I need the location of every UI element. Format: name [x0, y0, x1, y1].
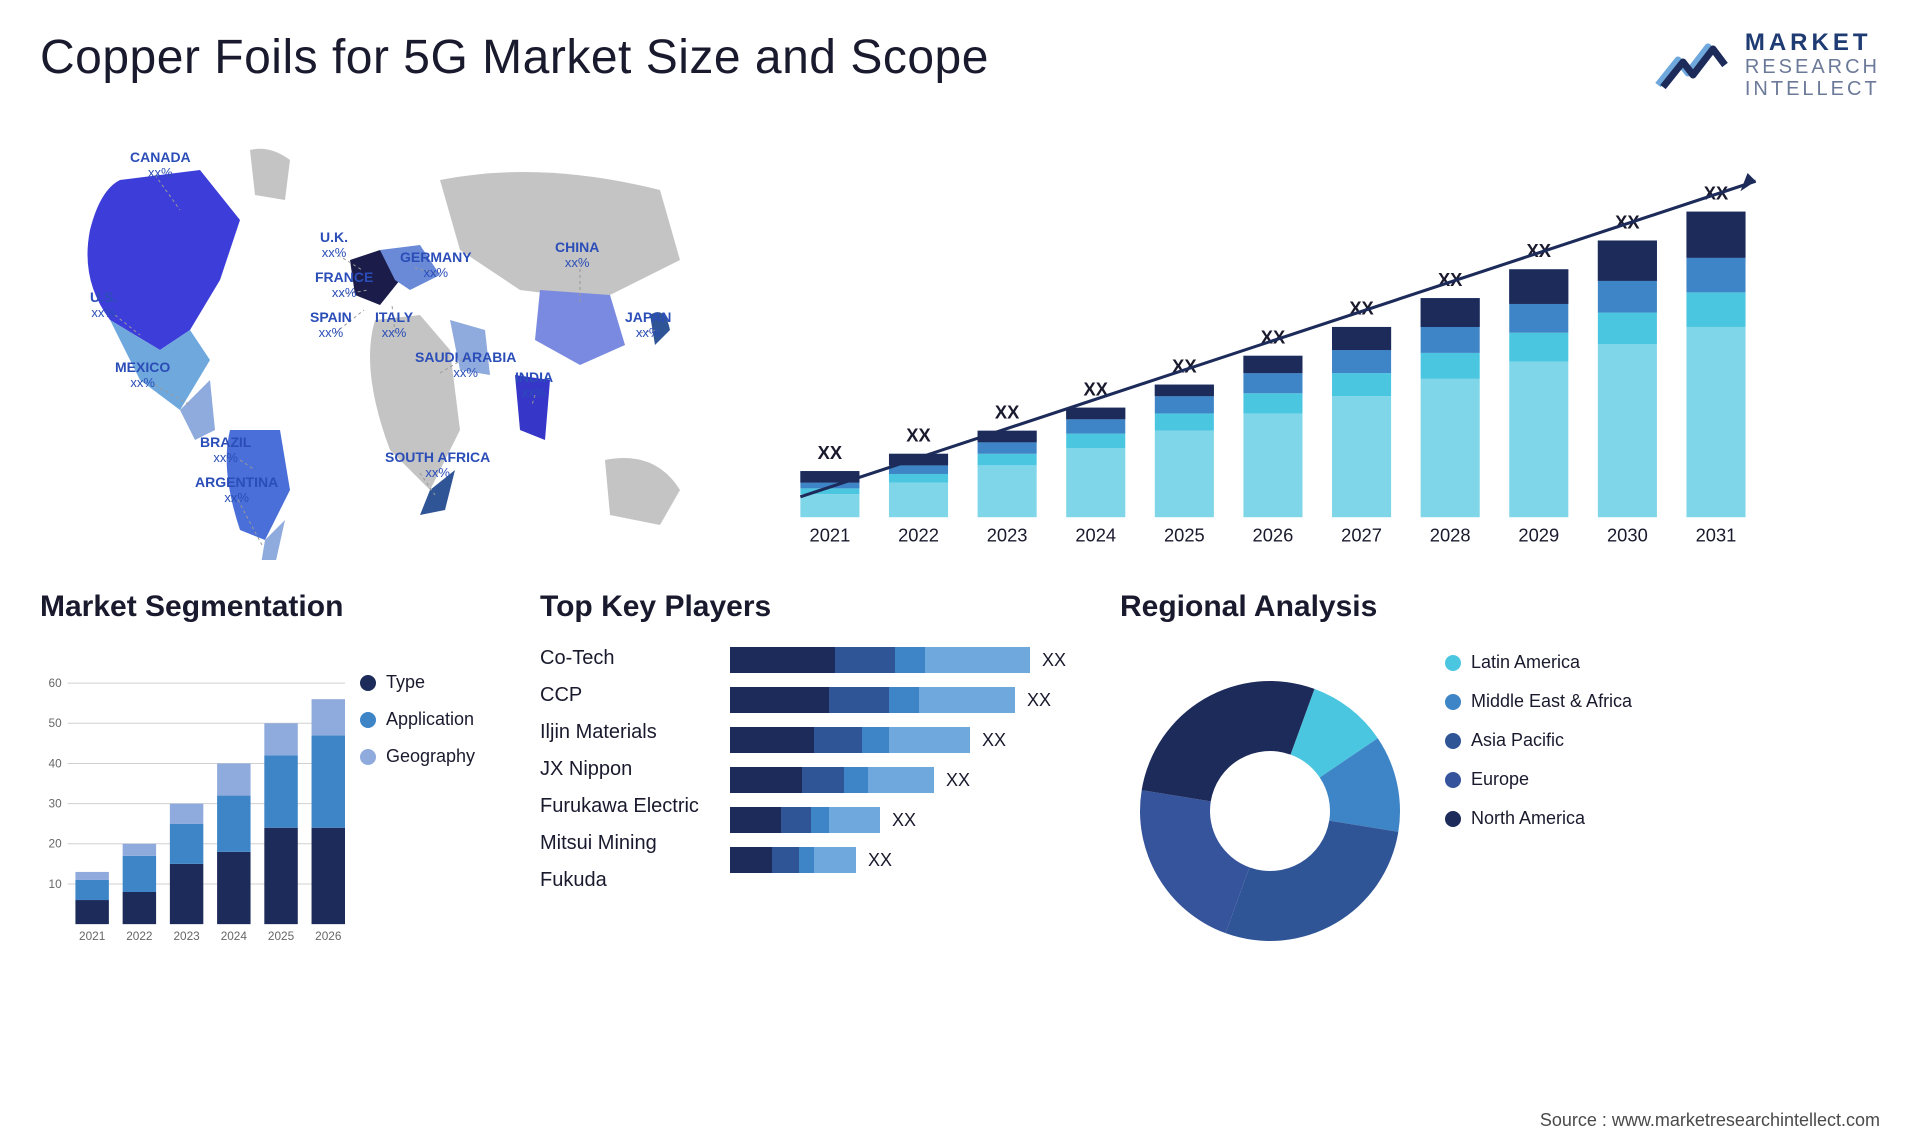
segmentation-section: Market Segmentation 10 20 30 40 50 60 2021 2022…: [40, 590, 510, 980]
svg-text:2031: 2031: [1696, 525, 1737, 546]
svg-text:2026: 2026: [315, 929, 342, 943]
legend-item: Type: [360, 672, 510, 693]
svg-text:2024: 2024: [1075, 525, 1116, 546]
svg-text:2025: 2025: [1164, 525, 1205, 546]
legend-item: Middle East & Africa: [1445, 691, 1880, 712]
svg-text:30: 30: [49, 797, 63, 811]
player-name: Fukuda: [540, 869, 710, 892]
segmentation-svg: 10 20 30 40 50 60 2021 2022 2023 2024 2025 2026: [40, 642, 345, 980]
player-bar-row: XX: [730, 687, 1090, 713]
svg-text:2024: 2024: [221, 929, 248, 943]
svg-text:2029: 2029: [1518, 525, 1559, 546]
regional-title: Regional Analysis: [1120, 590, 1880, 624]
svg-text:20: 20: [49, 837, 63, 851]
legend-item: Asia Pacific: [1445, 730, 1880, 751]
player-bar-row: XX: [730, 767, 1090, 793]
regional-section: Regional Analysis Latin America Middle Ea…: [1120, 590, 1880, 980]
map-label: SAUDI ARABIAxx%: [415, 350, 516, 380]
map-svg: [40, 120, 740, 560]
donut-svg: [1130, 671, 1410, 951]
map-label: GERMANYxx%: [400, 250, 472, 280]
svg-text:2027: 2027: [1341, 525, 1382, 546]
player-bar-row: XX: [730, 647, 1090, 673]
map-label: JAPANxx%: [625, 310, 671, 340]
map-label: SOUTH AFRICAxx%: [385, 450, 490, 480]
map-label: CHINAxx%: [555, 240, 599, 270]
segmentation-legend: Type Application Geography: [360, 642, 510, 980]
svg-text:40: 40: [49, 757, 63, 771]
legend-item: Geography: [360, 746, 510, 767]
player-bar-row: XX: [730, 847, 1090, 873]
svg-text:2030: 2030: [1607, 525, 1648, 546]
bottom-row: Market Segmentation 10 20 30 40 50 60 2021 2022…: [40, 590, 1880, 980]
svg-text:2022: 2022: [898, 525, 939, 546]
map-label: INDIAxx%: [515, 370, 553, 400]
map-label: U.S.xx%: [90, 290, 117, 320]
world-map: CANADAxx% U.S.xx% MEXICOxx% BRAZILxx% ARGENT…: [40, 120, 740, 560]
source-text: Source : www.marketresearchintellect.com: [1540, 1110, 1880, 1131]
svg-text:10: 10: [49, 877, 63, 891]
player-bar-row: XX: [730, 807, 1090, 833]
map-label: FRANCExx%: [315, 270, 373, 300]
logo-text-3: INTELLECT: [1745, 78, 1880, 100]
segmentation-title: Market Segmentation: [40, 590, 510, 624]
svg-text:XX: XX: [906, 425, 931, 446]
map-label: MEXICOxx%: [115, 360, 170, 390]
svg-text:2022: 2022: [126, 929, 152, 943]
top-row: CANADAxx% U.S.xx% MEXICOxx% BRAZILxx% ARGENT…: [40, 120, 1880, 560]
svg-text:2021: 2021: [79, 929, 105, 943]
player-name: Iljin Materials: [540, 721, 710, 744]
svg-text:2028: 2028: [1430, 525, 1471, 546]
player-name: CCP: [540, 684, 710, 707]
key-players-list: Co-Tech CCP Iljin Materials JX Nippon Furuka…: [540, 642, 710, 980]
logo-text-1: MARKET: [1745, 30, 1880, 56]
page-title: Copper Foils for 5G Market Size and Scop…: [40, 30, 989, 85]
player-name: Co-Tech: [540, 647, 710, 670]
header: Copper Foils for 5G Market Size and Scop…: [40, 30, 1880, 100]
key-players-section: Top Key Players Co-Tech CCP Iljin Material…: [540, 590, 1090, 980]
legend-item: North America: [1445, 808, 1880, 829]
brand-logo: MARKET RESEARCH INTELLECT: [1653, 30, 1880, 100]
player-name: Mitsui Mining: [540, 832, 710, 855]
map-label: CANADAxx%: [130, 150, 191, 180]
svg-text:2026: 2026: [1253, 525, 1294, 546]
legend-item: Application: [360, 709, 510, 730]
player-name: Furukawa Electric: [540, 795, 710, 818]
map-label: U.K.xx%: [320, 230, 348, 260]
svg-text:XX: XX: [995, 402, 1020, 423]
svg-text:2021: 2021: [810, 525, 851, 546]
legend-item: Latin America: [1445, 652, 1880, 673]
svg-text:50: 50: [49, 717, 63, 731]
growth-svg: XX2021XX2022XX2023XX2024XX2025XX2026XX20…: [780, 120, 1880, 568]
svg-text:2023: 2023: [173, 929, 200, 943]
player-name: JX Nippon: [540, 758, 710, 781]
map-label: ITALYxx%: [375, 310, 413, 340]
svg-text:2025: 2025: [268, 929, 295, 943]
map-label: SPAINxx%: [310, 310, 352, 340]
map-label: BRAZILxx%: [200, 435, 251, 465]
regional-legend: Latin America Middle East & Africa Asia Pa…: [1445, 642, 1880, 980]
key-players-title: Top Key Players: [540, 590, 1090, 624]
svg-text:60: 60: [49, 676, 63, 690]
donut-chart: [1120, 642, 1420, 980]
key-players-bars: XX XX XX XX XX XX: [730, 642, 1090, 980]
logo-text-2: RESEARCH: [1745, 56, 1880, 78]
map-label: ARGENTINAxx%: [195, 475, 278, 505]
segmentation-chart: 10 20 30 40 50 60 2021 2022 2023 2024 2025 2026: [40, 642, 345, 980]
svg-text:XX: XX: [818, 442, 843, 463]
logo-icon: [1653, 35, 1733, 95]
legend-item: Europe: [1445, 769, 1880, 790]
svg-text:2023: 2023: [987, 525, 1028, 546]
player-bar-row: XX: [730, 727, 1090, 753]
growth-chart: XX2021XX2022XX2023XX2024XX2025XX2026XX20…: [780, 120, 1880, 560]
